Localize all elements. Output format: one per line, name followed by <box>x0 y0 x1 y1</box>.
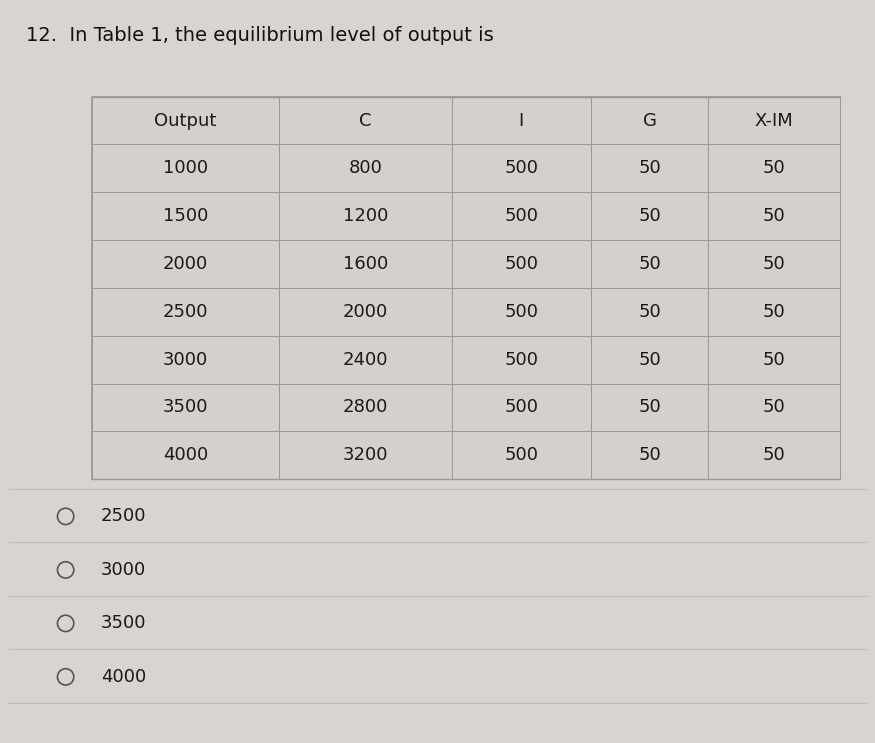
Text: 50: 50 <box>638 351 661 369</box>
Text: 2400: 2400 <box>343 351 388 369</box>
Text: G: G <box>642 111 656 129</box>
Bar <box>92 288 840 336</box>
Text: 50: 50 <box>763 207 786 225</box>
Text: 500: 500 <box>504 255 538 273</box>
Text: 500: 500 <box>504 447 538 464</box>
Text: 3500: 3500 <box>163 398 208 417</box>
Text: 800: 800 <box>348 159 382 178</box>
Text: 50: 50 <box>763 303 786 321</box>
Text: 1500: 1500 <box>163 207 208 225</box>
Text: 3000: 3000 <box>101 561 146 579</box>
Text: 500: 500 <box>504 207 538 225</box>
Text: 3500: 3500 <box>101 614 146 632</box>
Text: 500: 500 <box>504 303 538 321</box>
Text: 50: 50 <box>638 303 661 321</box>
Text: 1200: 1200 <box>343 207 388 225</box>
Bar <box>92 336 840 383</box>
Bar <box>92 240 840 288</box>
Text: C: C <box>360 111 372 129</box>
Text: 2000: 2000 <box>343 303 388 321</box>
Text: 12.  In Table 1, the equilibrium level of output is: 12. In Table 1, the equilibrium level of… <box>26 26 494 45</box>
Text: 50: 50 <box>763 447 786 464</box>
Bar <box>92 383 840 432</box>
Text: 2000: 2000 <box>163 255 208 273</box>
Text: 3200: 3200 <box>343 447 388 464</box>
Text: 4000: 4000 <box>101 668 146 686</box>
Text: 50: 50 <box>638 207 661 225</box>
Bar <box>92 192 840 240</box>
Text: 500: 500 <box>504 159 538 178</box>
Bar <box>92 97 840 144</box>
Text: X-IM: X-IM <box>755 111 794 129</box>
Text: 50: 50 <box>763 255 786 273</box>
Text: 500: 500 <box>504 398 538 417</box>
Text: 1600: 1600 <box>343 255 388 273</box>
Text: 50: 50 <box>763 398 786 417</box>
Text: 50: 50 <box>638 398 661 417</box>
Bar <box>92 144 840 192</box>
Text: 2500: 2500 <box>163 303 208 321</box>
Text: 1000: 1000 <box>163 159 208 178</box>
Text: 3000: 3000 <box>163 351 208 369</box>
Text: 50: 50 <box>638 447 661 464</box>
Text: 4000: 4000 <box>163 447 208 464</box>
Text: 2500: 2500 <box>101 507 146 525</box>
Bar <box>92 97 840 479</box>
Text: 50: 50 <box>763 159 786 178</box>
Text: 500: 500 <box>504 351 538 369</box>
Text: 50: 50 <box>638 159 661 178</box>
Bar <box>92 432 840 479</box>
Text: Output: Output <box>154 111 217 129</box>
Text: 50: 50 <box>638 255 661 273</box>
Text: 50: 50 <box>763 351 786 369</box>
Text: I: I <box>519 111 524 129</box>
Text: 2800: 2800 <box>343 398 388 417</box>
